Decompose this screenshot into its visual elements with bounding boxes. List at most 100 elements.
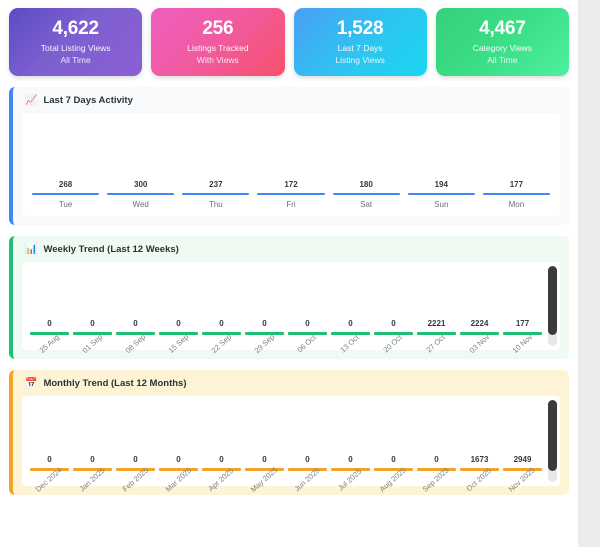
bar[interactable] (202, 332, 241, 335)
plot-weekly: 0 25 Aug 0 01 Sep 0 08 Sep 0 15 Sep 0 22 Sep 0 29 S… (22, 262, 560, 355)
bar-column[interactable]: 0 06 Oct (286, 320, 329, 354)
bar-column[interactable]: 0 Jan 2025 (71, 456, 114, 493)
bar[interactable] (331, 468, 370, 471)
bar-column[interactable]: 237 Thu (178, 179, 253, 210)
bar-column[interactable]: 0 29 Sep (243, 320, 286, 355)
bar[interactable] (116, 468, 155, 471)
bar-column[interactable]: 300 Wed (103, 179, 178, 210)
stat-label: Last 7 Days (337, 42, 383, 53)
bar[interactable] (407, 192, 475, 196)
bar[interactable] (503, 468, 542, 471)
bar-value-label: 2224 (470, 319, 489, 329)
bar[interactable] (73, 332, 112, 335)
bar-column[interactable]: 1673 Oct 2025 (458, 455, 501, 493)
bar-column[interactable]: 2949 Nov 2025 (501, 456, 544, 493)
bar-category-label: 20 Oct (381, 332, 405, 355)
stat-card[interactable]: 1,528 Last 7 Days Listing Views (293, 8, 427, 76)
bar-column[interactable]: 2224 03 Nov (458, 319, 501, 355)
bar[interactable] (202, 468, 241, 471)
bar[interactable] (30, 332, 69, 335)
bar[interactable] (73, 468, 112, 471)
bar-category-label: Tue (58, 200, 73, 210)
bar-value-label: 0 (133, 319, 138, 329)
bar-column[interactable]: 2221 27 Oct (415, 320, 458, 354)
bar-category-label: Thu (208, 200, 223, 210)
bar-category-label: Jul 2025 (336, 466, 364, 493)
bar-column[interactable]: 0 20 Oct (372, 319, 415, 354)
monthly-chart-scrollbar[interactable] (548, 400, 557, 482)
bar-value-label: 300 (134, 179, 148, 189)
bar-column[interactable]: 0 13 Oct (329, 320, 372, 354)
stat-sublabel: Listing Views (335, 54, 385, 65)
bar-value-label: 1673 (470, 455, 489, 465)
bar-column[interactable]: 180 Sat (329, 179, 404, 210)
bar-column[interactable]: 0 01 Sep (71, 320, 114, 355)
bar[interactable] (288, 468, 327, 471)
bar[interactable] (374, 332, 413, 335)
bar[interactable] (245, 332, 284, 335)
bar[interactable] (503, 332, 542, 335)
bar[interactable] (107, 192, 175, 196)
bar[interactable] (245, 468, 284, 471)
bar-column[interactable]: 0 May 2025 (243, 456, 286, 494)
bar[interactable] (332, 192, 400, 196)
bar-column[interactable]: 0 Sep 2025 (415, 456, 458, 494)
bar[interactable] (331, 332, 370, 335)
bar[interactable] (182, 192, 250, 196)
bar-value-label: 237 (209, 179, 223, 189)
bar[interactable] (32, 192, 100, 196)
bar-column[interactable]: 0 Feb 2025 (114, 456, 157, 493)
bar-column[interactable]: 0 Dec 2024 (28, 456, 71, 493)
bar-category-label: Sun (434, 200, 449, 210)
bar[interactable] (417, 332, 456, 335)
bar[interactable] (159, 332, 198, 335)
bar-column[interactable]: 0 22 Sep (200, 320, 243, 355)
bar-value-label: 0 (176, 455, 181, 465)
bar-column[interactable]: 0 Jun 2025 (286, 456, 329, 493)
bar-column[interactable]: 177 Mon (479, 180, 554, 210)
bar[interactable] (116, 332, 155, 335)
bar-column[interactable]: 0 Apr 2025 (200, 456, 243, 493)
bar-category-label: Fri (286, 200, 296, 210)
bar-value-label: 0 (176, 319, 181, 329)
bar[interactable] (30, 468, 69, 471)
bar-value-label: 172 (284, 179, 298, 189)
chart-monthly-trend: 0 Dec 2024 0 Jan 2025 0 Feb 2025 0 Mar 2025 0 Apr… (22, 396, 560, 494)
bar[interactable] (417, 468, 456, 471)
bar[interactable] (159, 468, 198, 471)
bar-category-label: 10 Nov (510, 332, 534, 355)
stat-label: Category Views (472, 42, 533, 53)
stat-value: 256 (202, 17, 234, 39)
bar-column[interactable]: 0 Jul 2025 (329, 456, 372, 492)
page-scroll-gutter[interactable] (578, 0, 600, 547)
bar-column[interactable]: 177 10 Nov (501, 320, 544, 355)
bar[interactable] (460, 332, 499, 335)
weekly-chart-scrollbar[interactable] (548, 266, 557, 346)
bar[interactable] (257, 192, 325, 196)
stat-card[interactable]: 4,467 Category Views All Time (435, 8, 569, 76)
bar-column[interactable]: 268 Tue (28, 180, 103, 210)
bar-category-label: 13 Oct (338, 332, 362, 355)
chart-increasing-icon: 📈 (25, 94, 38, 106)
bar[interactable] (482, 192, 550, 196)
bar-column[interactable]: 172 Fri (253, 179, 328, 210)
bar-column[interactable]: 0 Mar 2025 (157, 455, 200, 493)
bar-column[interactable]: 0 15 Sep (157, 319, 200, 355)
bar-category-label: 29 Sep (252, 332, 276, 355)
bar[interactable] (374, 468, 413, 471)
bar-value-label: 0 (391, 319, 396, 329)
bar-value-label: 180 (359, 179, 373, 189)
bar-category-label: 27 Oct (424, 332, 448, 355)
bar[interactable] (288, 332, 327, 335)
bar-column[interactable]: 194 Sun (404, 180, 479, 210)
bar[interactable] (460, 468, 499, 471)
stat-card[interactable]: 4,622 Total Listing Views All Time (9, 8, 143, 76)
stat-card[interactable]: 256 Listings Tracked With Views (151, 8, 285, 76)
bar-category-label: 22 Sep (209, 332, 233, 355)
weekly-chart-scrollbar-thumb[interactable] (548, 266, 557, 335)
bar-column[interactable]: 0 25 Aug (28, 320, 71, 355)
bar-column[interactable]: 0 08 Sep (114, 319, 157, 355)
monthly-chart-scrollbar-thumb[interactable] (548, 400, 557, 471)
bar-column[interactable]: 0 Aug 2025 (372, 456, 415, 494)
